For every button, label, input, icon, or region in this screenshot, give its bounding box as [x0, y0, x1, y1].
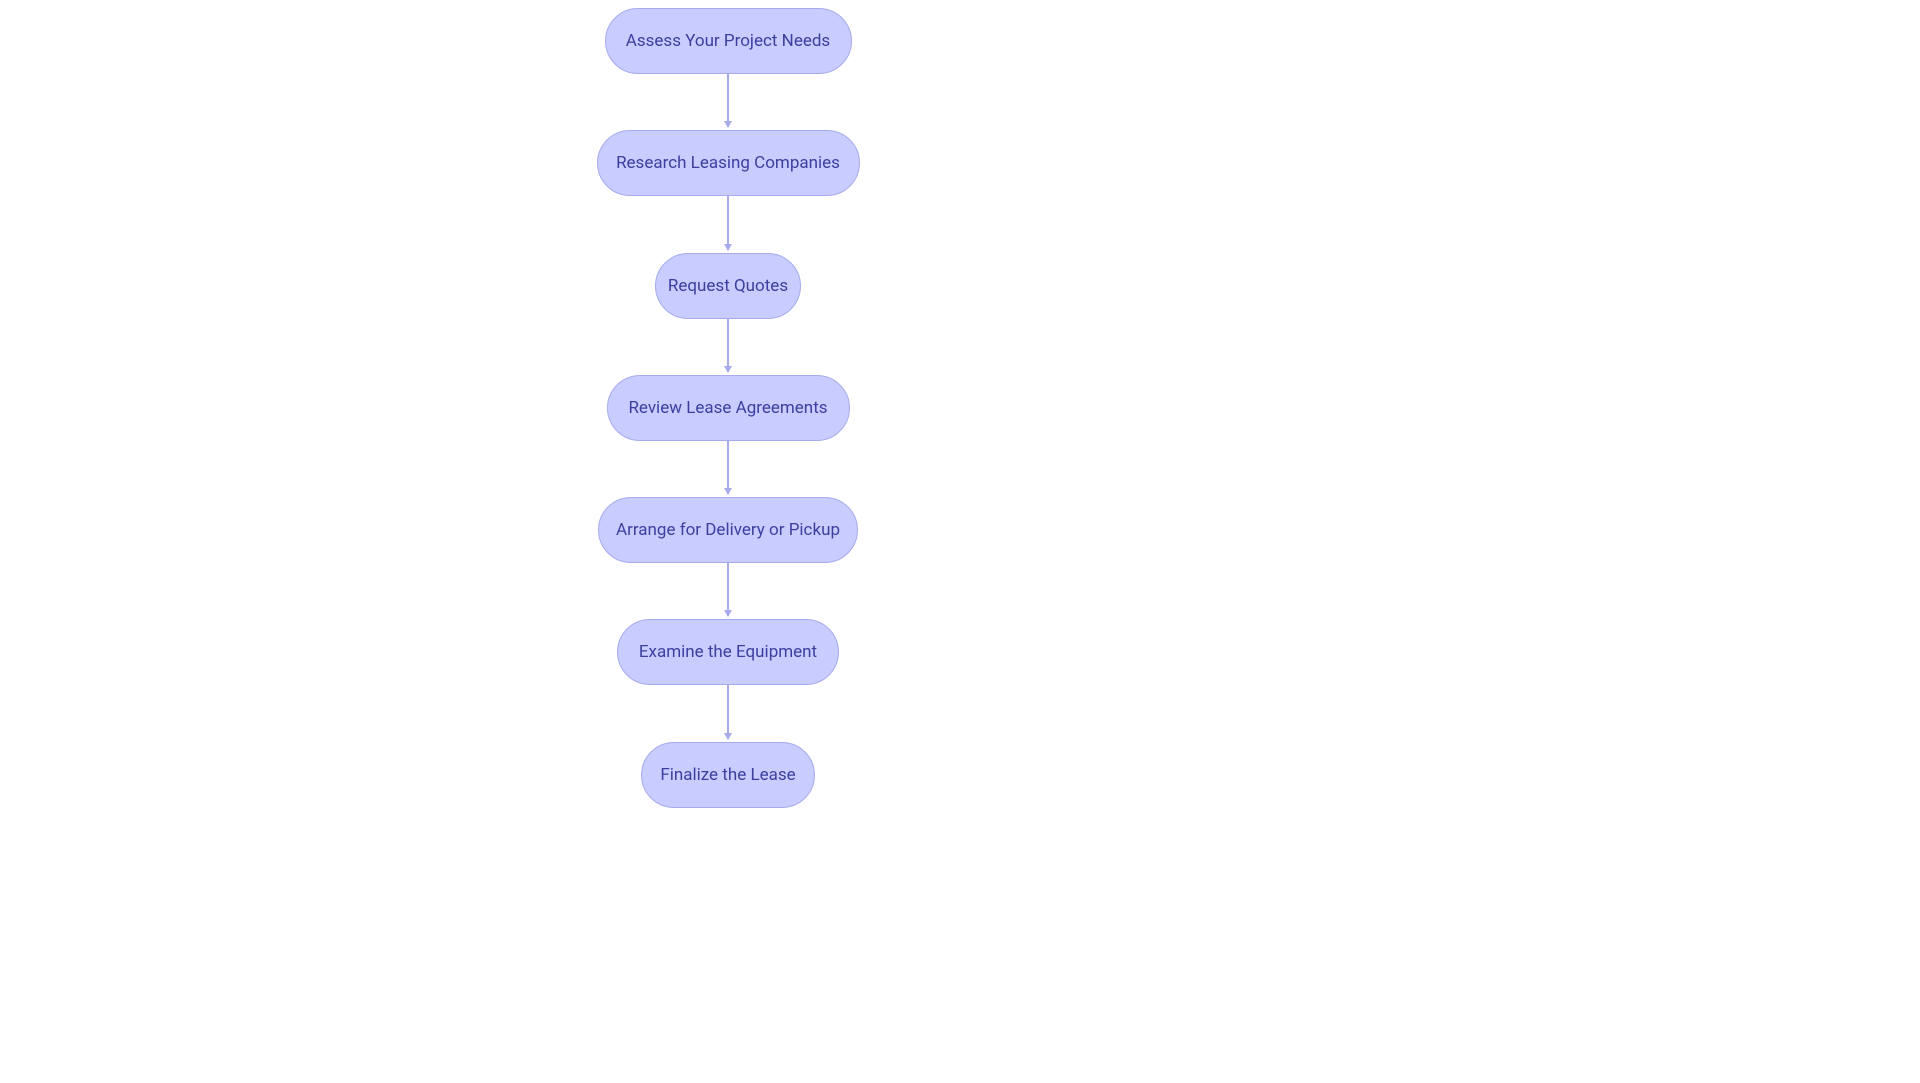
- flow-node-label: Research Leasing Companies: [616, 153, 840, 173]
- flow-node: Research Leasing Companies: [597, 130, 860, 196]
- flow-node-label: Finalize the Lease: [660, 765, 795, 785]
- flow-node: Arrange for Delivery or Pickup: [598, 497, 858, 563]
- flow-node: Examine the Equipment: [617, 619, 839, 685]
- flowchart-canvas: Assess Your Project Needs Research Leasin…: [0, 0, 1920, 1083]
- flow-node: Finalize the Lease: [641, 742, 815, 808]
- flow-node: Review Lease Agreements: [607, 375, 850, 441]
- flow-node-label: Examine the Equipment: [639, 642, 817, 662]
- flow-node: Request Quotes: [655, 253, 801, 319]
- flow-node-label: Arrange for Delivery or Pickup: [616, 520, 840, 540]
- flow-node-label: Review Lease Agreements: [628, 398, 827, 418]
- flow-node: Assess Your Project Needs: [605, 8, 852, 74]
- flow-node-label: Request Quotes: [668, 276, 788, 296]
- edges-layer: [0, 0, 1920, 1083]
- flow-node-label: Assess Your Project Needs: [626, 31, 830, 51]
